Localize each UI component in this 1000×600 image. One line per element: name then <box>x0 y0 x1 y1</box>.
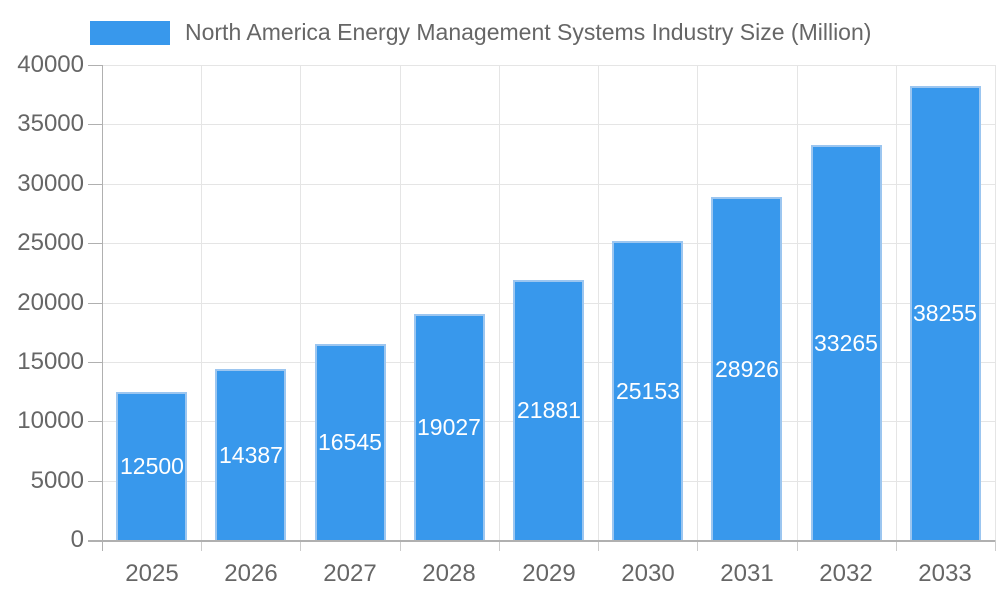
bar[interactable] <box>612 241 683 540</box>
v-gridline <box>995 65 996 540</box>
y-tick-mark <box>88 481 102 482</box>
y-tick-mark <box>88 303 102 304</box>
h-gridline <box>102 124 995 125</box>
bar-value-label: 25153 <box>616 378 680 404</box>
x-tick-label: 2029 <box>522 560 576 587</box>
y-tick-label: 15000 <box>17 348 84 375</box>
x-tick-label: 2026 <box>224 560 278 587</box>
x-tick-label: 2030 <box>621 560 675 587</box>
bar-value-label: 21881 <box>517 397 581 423</box>
x-tick-mark <box>201 540 202 551</box>
bar[interactable] <box>315 344 386 540</box>
x-tick-mark <box>499 540 500 551</box>
bar-value-label: 19027 <box>417 414 481 440</box>
bar[interactable] <box>116 392 187 540</box>
x-tick-label: 2025 <box>125 560 179 587</box>
x-tick-label: 2027 <box>323 560 377 587</box>
h-gridline <box>102 65 995 66</box>
y-tick-label: 20000 <box>17 289 84 316</box>
x-tick-label: 2031 <box>720 560 774 587</box>
h-gridline <box>102 243 995 244</box>
bar-value-label: 14387 <box>219 442 283 468</box>
x-tick-mark <box>598 540 599 551</box>
y-tick-label: 35000 <box>17 110 84 137</box>
v-gridline <box>598 65 599 540</box>
x-tick-mark <box>697 540 698 551</box>
y-tick-mark <box>88 124 102 125</box>
bar-value-label: 16545 <box>318 429 382 455</box>
bar-value-label: 12500 <box>120 453 184 479</box>
y-axis-line <box>102 65 103 551</box>
legend-swatch <box>90 20 170 45</box>
legend-label: North America Energy Management Systems … <box>185 19 872 45</box>
y-tick-label: 40000 <box>17 51 84 78</box>
x-tick-mark <box>797 540 798 551</box>
y-tick-label: 0 <box>70 526 84 553</box>
x-tick-mark <box>400 540 401 551</box>
bar[interactable] <box>910 86 981 540</box>
y-tick-label: 30000 <box>17 170 84 197</box>
v-gridline <box>300 65 301 540</box>
y-tick-mark <box>88 65 102 66</box>
v-gridline <box>400 65 401 540</box>
v-gridline <box>201 65 202 540</box>
x-tick-mark <box>896 540 897 551</box>
h-gridline <box>102 184 995 185</box>
bar-value-label: 38255 <box>913 300 977 326</box>
y-tick-mark <box>88 421 102 422</box>
x-tick-label: 2033 <box>918 560 972 587</box>
bar[interactable] <box>414 314 485 540</box>
bar[interactable] <box>513 280 584 540</box>
bar[interactable] <box>711 197 782 540</box>
bar[interactable] <box>811 145 882 540</box>
bar-value-label: 33265 <box>814 330 878 356</box>
y-tick-mark <box>88 184 102 185</box>
bar-value-label: 28926 <box>715 356 779 382</box>
x-tick-mark <box>300 540 301 551</box>
bar[interactable] <box>215 369 286 540</box>
x-tick-mark <box>995 540 996 551</box>
y-tick-label: 25000 <box>17 229 84 256</box>
x-axis-line <box>88 540 995 542</box>
y-tick-mark <box>88 362 102 363</box>
x-tick-label: 2028 <box>422 560 476 587</box>
y-tick-mark <box>88 243 102 244</box>
y-tick-label: 5000 <box>30 467 84 494</box>
v-gridline <box>697 65 698 540</box>
v-gridline <box>499 65 500 540</box>
x-tick-label: 2032 <box>819 560 873 587</box>
legend-item[interactable]: North America Energy Management Systems … <box>90 19 871 46</box>
y-tick-label: 10000 <box>17 407 84 434</box>
v-gridline <box>797 65 798 540</box>
v-gridline <box>896 65 897 540</box>
